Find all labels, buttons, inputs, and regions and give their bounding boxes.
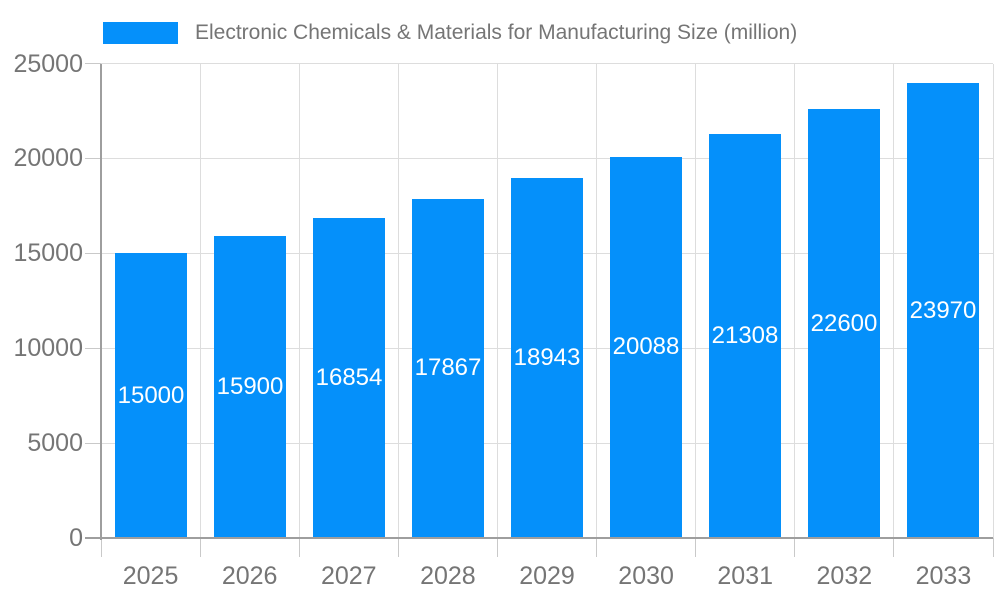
bar[interactable]: 16854 [313,218,385,538]
x-axis-label: 2030 [618,562,674,590]
x-axis-tick [992,538,994,557]
y-axis-tick [85,442,101,444]
legend-label: Electronic Chemicals & Materials for Man… [195,21,798,44]
value-label: 21308 [711,321,779,349]
bar[interactable]: 18943 [511,178,583,538]
gridline-v [397,63,399,538]
bar[interactable]: 17867 [412,198,484,538]
y-axis-label: 15000 [13,239,83,268]
gridline-v [199,63,201,538]
gridline-v [695,63,697,538]
x-axis-tick [695,538,697,557]
value-label: 17867 [414,354,482,382]
x-axis-tick [100,538,102,557]
x-axis-label: 2027 [320,562,377,590]
gridline-v [893,63,895,538]
bar[interactable]: 21308 [709,133,781,538]
value-label: 15900 [216,373,284,401]
x-axis-line [85,537,993,539]
gridline-h [101,157,993,159]
gridline-v [794,63,796,538]
value-label: 18943 [513,344,581,372]
y-axis-label: 0 [69,524,83,552]
y-axis-label: 20000 [13,144,83,173]
x-axis-label: 2029 [519,562,575,590]
x-axis-label: 2026 [221,562,278,590]
value-label: 22600 [810,309,878,337]
x-axis-label: 2028 [420,562,476,590]
bar[interactable]: 15000 [115,253,187,538]
y-axis-label: 10000 [13,334,83,363]
gridline-v [992,63,994,538]
bar[interactable]: 15900 [214,236,286,538]
x-axis-tick [298,538,300,557]
y-axis-tick [85,347,101,349]
x-axis-tick [199,538,201,557]
bar[interactable]: 22600 [808,109,880,538]
y-axis-line [100,63,102,540]
x-axis-tick [893,538,895,557]
x-axis-tick [596,538,598,557]
x-axis-label: 2032 [816,562,873,590]
value-label: 23970 [909,296,977,324]
x-axis-label: 2031 [717,562,774,590]
value-label: 16854 [315,364,383,392]
x-axis-tick [794,538,796,557]
x-axis-tick [496,538,498,557]
y-axis-tick [85,252,101,254]
bar[interactable]: 20088 [610,156,682,538]
x-axis-label: 2033 [915,562,972,590]
bar[interactable]: 23970 [907,83,979,538]
legend-swatch [103,22,178,44]
x-axis-label: 2025 [122,562,179,590]
x-axis-tick [397,538,399,557]
y-axis-label: 5000 [27,429,83,458]
y-axis-label: 25000 [13,49,83,78]
gridline-v [596,63,598,538]
gridline-v [298,63,300,538]
gridline-v [496,63,498,538]
y-axis-tick [85,157,101,159]
value-label: 15000 [117,381,185,409]
y-axis-tick [85,63,101,64]
value-label: 20088 [612,333,680,361]
gridline-h [101,63,993,64]
legend: Electronic Chemicals & Materials for Man… [103,21,798,44]
